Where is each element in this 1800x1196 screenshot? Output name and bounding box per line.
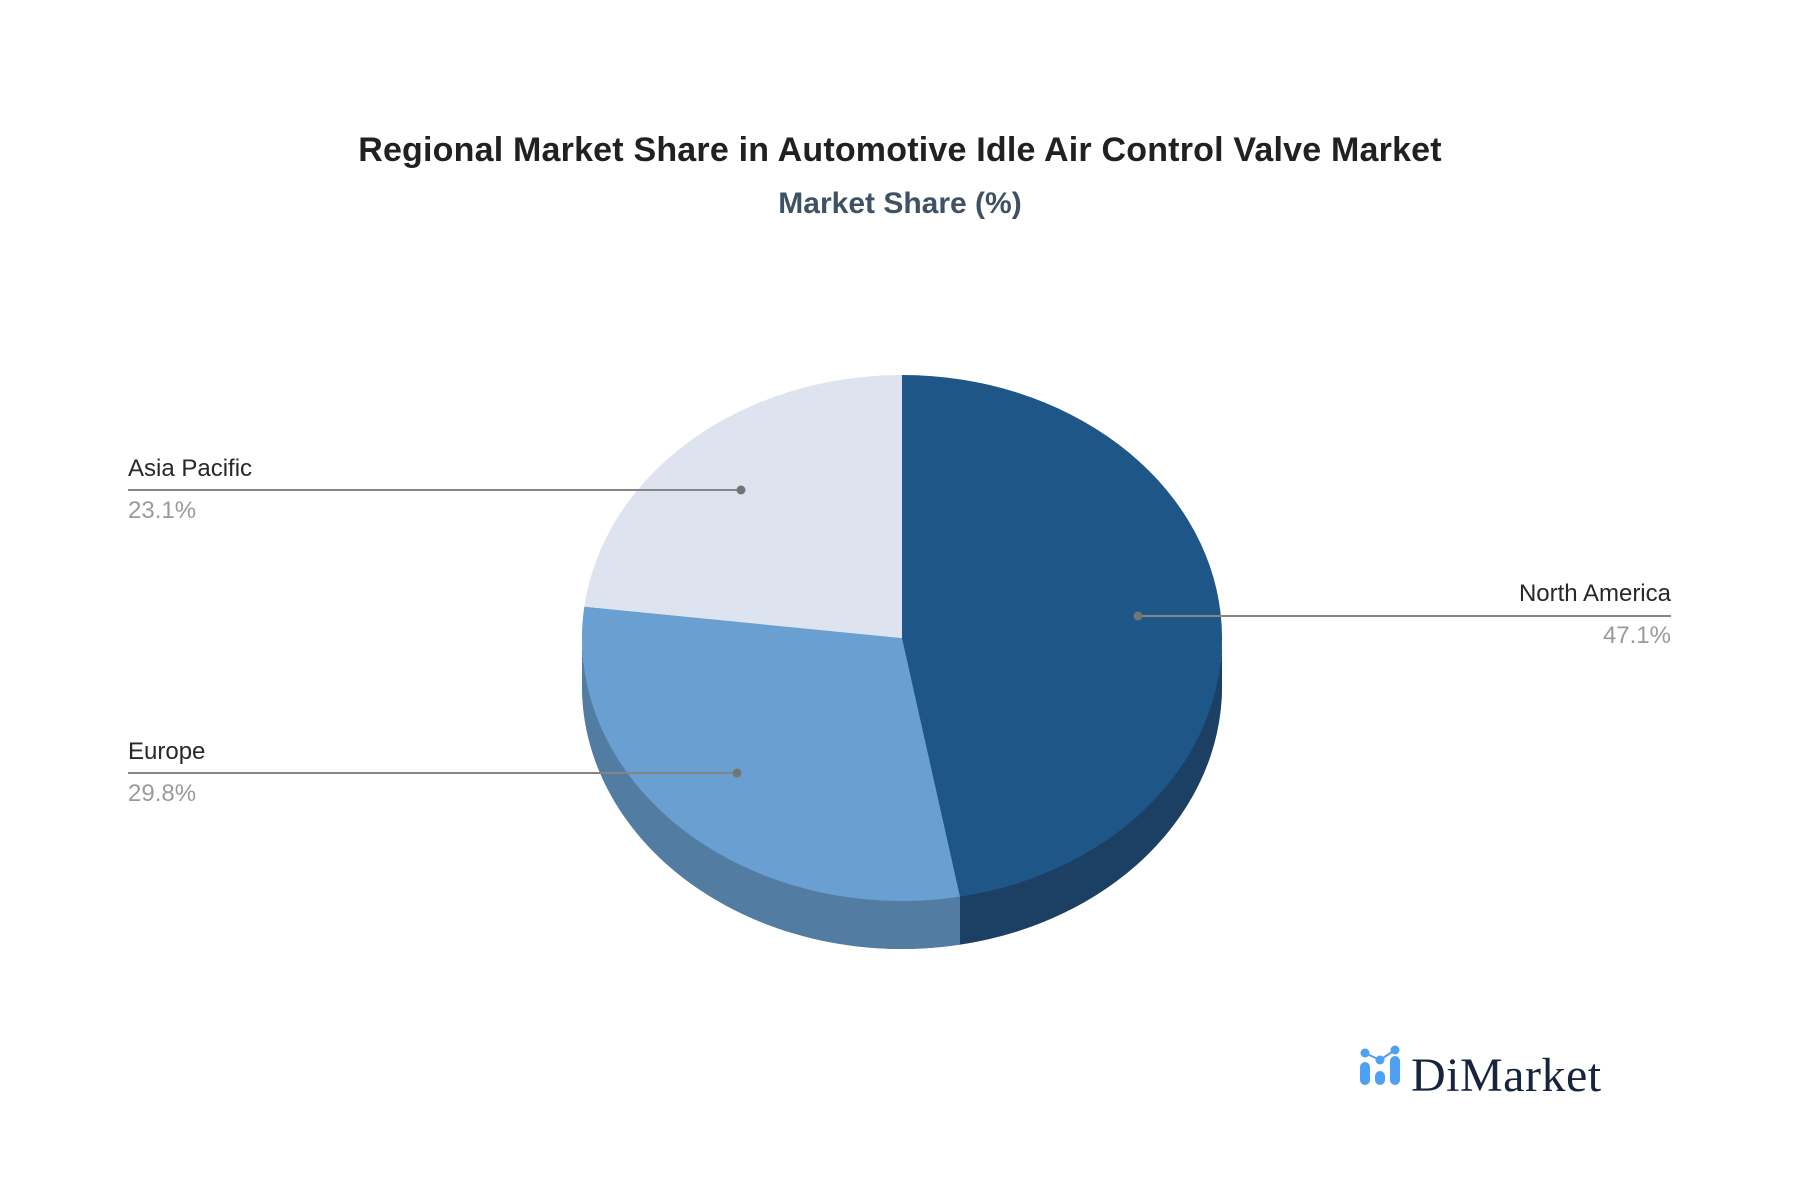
slice-name: Asia Pacific (128, 455, 253, 482)
slice-label-north-america: North America 47.1% (1519, 580, 1671, 650)
dimarket-logo: DiMarket (1360, 1038, 1602, 1100)
leader-dot-europe (732, 768, 742, 778)
slice-name: North America (1518, 580, 1671, 607)
pie-rim-europe (581, 638, 960, 950)
slice-value: 29.8% (128, 780, 197, 807)
slice-label-europe: Europe 29.8% (128, 738, 205, 808)
logo-dot (1360, 1048, 1370, 1058)
slice-name: Europe (128, 738, 206, 765)
dimarket-logo-text: DiMarket (1411, 1049, 1602, 1102)
logo-dot (1390, 1045, 1400, 1055)
slice-value: 23.1% (128, 497, 197, 524)
logo-bar (1375, 1071, 1385, 1085)
pie-slice-north-america[interactable] (902, 375, 1223, 897)
leader-dot-asia-pacific (736, 485, 746, 495)
logo-dot (1375, 1055, 1385, 1065)
chart-title: Regional Market Share in Automotive Idle… (358, 131, 1442, 169)
leader-dot-north-america (1133, 611, 1143, 621)
dimarket-logo-icon (1360, 1045, 1400, 1085)
logo-bar (1390, 1056, 1400, 1085)
slice-label-asia-pacific: Asia Pacific 23.1% (128, 455, 252, 525)
pie-slice-europe[interactable] (582, 606, 960, 902)
pie-rim-north-america (959, 638, 1222, 945)
pie-slice-asia-pacific[interactable] (584, 375, 902, 638)
chart-subtitle: Market Share (%) (778, 187, 1022, 220)
logo-bar (1360, 1062, 1370, 1085)
slice-value: 47.1% (1602, 622, 1671, 649)
